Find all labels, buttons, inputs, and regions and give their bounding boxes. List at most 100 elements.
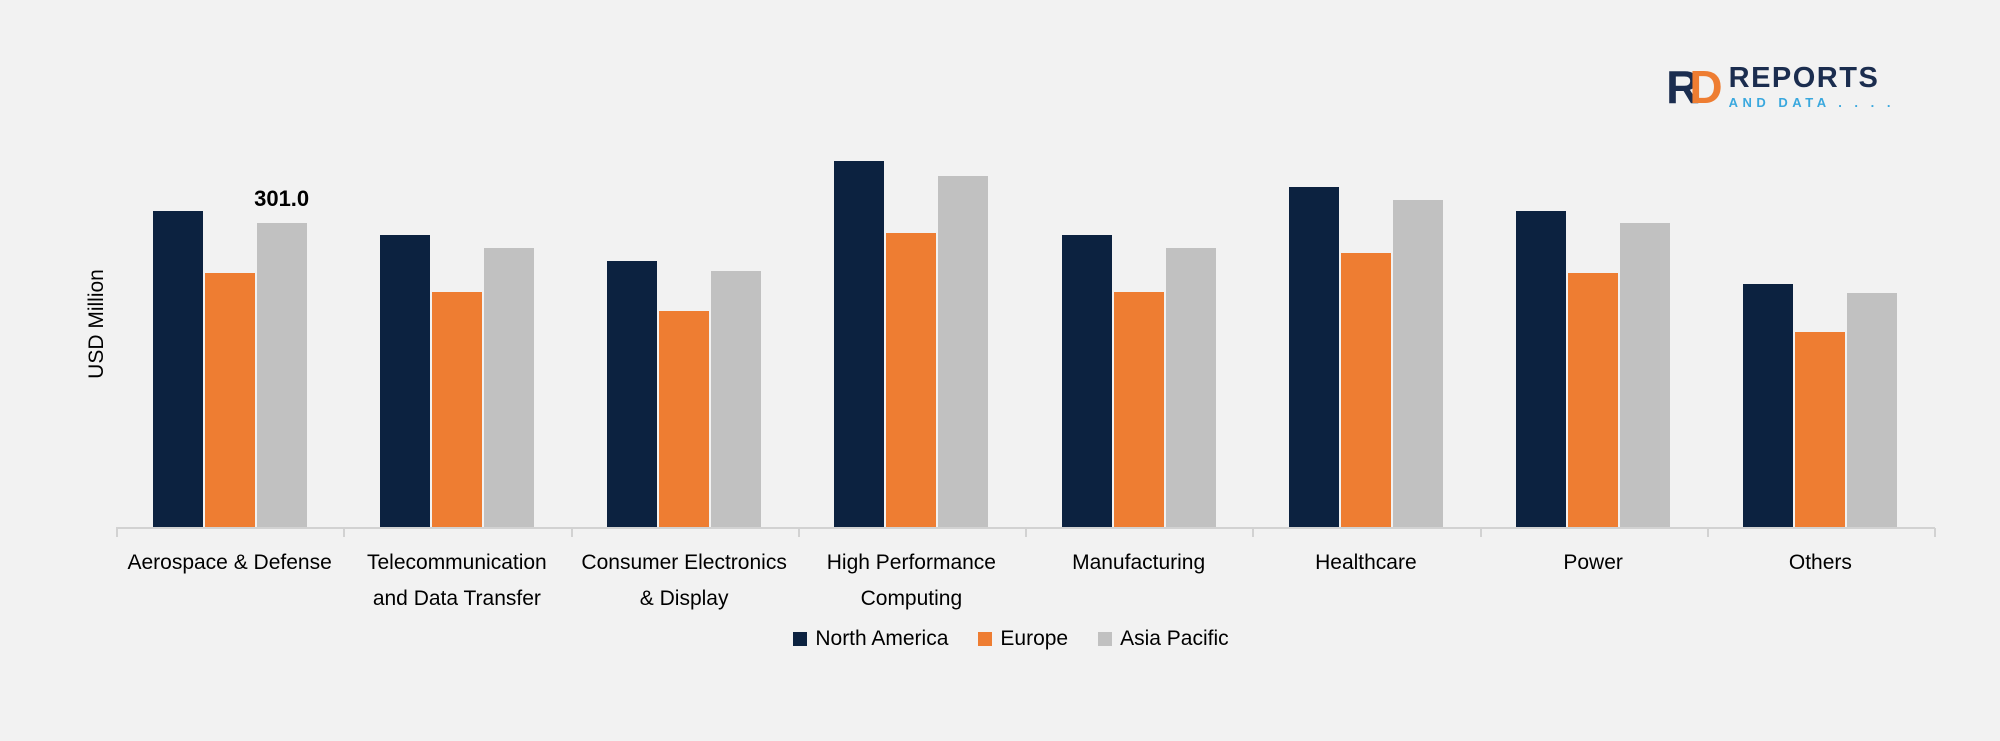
- bar-asia-pacific-telecommunication-and-data-transfer: [483, 247, 534, 528]
- category-labels: Aerospace & Defense Telecommunication and …: [116, 545, 1934, 617]
- bar-group-healthcare: [1252, 123, 1479, 528]
- bar-slot-north-america: [379, 235, 430, 528]
- bar-europe-aerospace-defense: [204, 272, 255, 528]
- bar-slot-north-america: [834, 161, 885, 528]
- bar-slot-north-america: [1743, 284, 1794, 528]
- bar-europe-telecommunication-and-data-transfer: [431, 292, 482, 528]
- legend-swatch-europe: [978, 632, 993, 646]
- bar-slot-north-america: [152, 211, 203, 528]
- legend-item-asia-pacific: Asia Pacific: [1098, 627, 1229, 651]
- category-label-telecommunication-and-data-transfer: Telecommunication and Data Transfer: [343, 545, 570, 617]
- bar-europe-power: [1568, 272, 1619, 528]
- bar-slot-europe: [204, 272, 255, 528]
- bar-slot-europe: [1568, 272, 1619, 528]
- legend-item-europe: Europe: [978, 627, 1068, 651]
- legend-label: Asia Pacific: [1120, 627, 1229, 650]
- data-label: 301.0: [254, 186, 310, 212]
- bar-slot-europe: [431, 292, 482, 528]
- bar-slot-asia-pacific: [1847, 293, 1898, 528]
- legend-swatch-north-america: [793, 632, 808, 646]
- bar-asia-pacific-high-performance-computing: [938, 175, 989, 528]
- category-label-consumer-electronics-display: Consumer Electronics & Display: [571, 545, 798, 617]
- bar-north-america-telecommunication-and-data-transfer: [379, 235, 430, 528]
- x-axis-tick: [797, 528, 800, 537]
- bar-north-america-consumer-electronics-display: [607, 260, 658, 528]
- bars-row: [571, 260, 798, 528]
- x-axis-tick: [1252, 528, 1255, 537]
- category-label-line: Telecommunication: [366, 551, 547, 574]
- bar-slot-asia-pacific: 301.0: [254, 186, 310, 528]
- category-label-line: Aerospace & Defense: [127, 551, 332, 574]
- x-axis-tick: [343, 528, 346, 537]
- category-label-line: Others: [1788, 551, 1852, 574]
- bar-north-america-others: [1743, 284, 1794, 528]
- x-axis-tick: [116, 528, 118, 537]
- bar-slot-europe: [659, 311, 710, 528]
- legend-swatch-asia-pacific: [1098, 632, 1113, 646]
- category-label-power: Power: [1480, 545, 1707, 617]
- bar-europe-manufacturing: [1113, 292, 1164, 528]
- bars-row: [1025, 235, 1252, 528]
- bar-slot-north-america: [1288, 186, 1339, 528]
- bars-row: 301.0: [116, 188, 343, 528]
- y-axis-label: USD Million: [85, 269, 108, 379]
- bar-slot-asia-pacific: [1165, 247, 1216, 528]
- bar-slot-north-america: [1061, 235, 1112, 528]
- legend-label: Europe: [1000, 627, 1069, 650]
- bar-group-aerospace-defense: 301.0: [116, 123, 343, 528]
- bar-slot-europe: [1340, 252, 1391, 528]
- category-label-line: Manufacturing: [1072, 551, 1206, 574]
- x-axis-tick: [1934, 528, 1936, 537]
- bar-slot-asia-pacific: [938, 175, 989, 528]
- bar-slot-europe: [1113, 292, 1164, 528]
- logo-text: REPORTS AND DATA . . . .: [1728, 62, 1895, 111]
- bar-europe-healthcare: [1340, 252, 1391, 528]
- category-label-aerospace-defense: Aerospace & Defense: [116, 545, 343, 617]
- category-label-line: High Performance: [826, 551, 996, 574]
- x-axis-tick: [570, 528, 573, 537]
- bar-north-america-aerospace-defense: [152, 211, 203, 528]
- bar-asia-pacific-healthcare: [1392, 199, 1443, 528]
- category-label-line: & Display: [639, 587, 729, 610]
- bars-row: [1480, 211, 1707, 528]
- legend: North America Europe Asia Pacific: [0, 627, 2000, 651]
- bar-asia-pacific-consumer-electronics-display: [711, 270, 762, 528]
- bars-row: [1707, 284, 1934, 528]
- category-label-line: Healthcare: [1315, 551, 1417, 574]
- bar-slot-asia-pacific: [1620, 223, 1671, 528]
- bar-slot-asia-pacific: [483, 247, 534, 528]
- x-axis-tick: [1706, 528, 1709, 537]
- category-label-high-performance-computing: High Performance Computing: [798, 545, 1025, 617]
- category-label-healthcare: Healthcare: [1252, 545, 1479, 617]
- bars-row: [798, 161, 1025, 528]
- bar-north-america-high-performance-computing: [834, 161, 885, 528]
- logo-monogram-r: R: [1666, 61, 1699, 113]
- category-label-line: Power: [1563, 551, 1623, 574]
- logo-subtitle: AND DATA . . . .: [1728, 95, 1895, 110]
- logo-title: REPORTS: [1728, 62, 1880, 94]
- legend-item-north-america: North America: [793, 627, 948, 651]
- bar-group-high-performance-computing: [798, 123, 1025, 528]
- bars-row: [343, 235, 570, 528]
- category-label-line: and Data Transfer: [372, 587, 541, 610]
- bar-slot-north-america: [1516, 211, 1567, 528]
- category-label-line: Consumer Electronics: [581, 551, 787, 574]
- bar-asia-pacific-others: [1847, 293, 1898, 528]
- bar-slot-asia-pacific: [1392, 199, 1443, 528]
- bar-slot-europe: [1795, 331, 1846, 528]
- bar-asia-pacific-power: [1620, 223, 1671, 528]
- bar-group-others: [1707, 123, 1934, 528]
- bar-group-telecommunication-and-data-transfer: [343, 123, 570, 528]
- category-label-line: Computing: [860, 587, 963, 610]
- logo-monogram-d: D: [1689, 61, 1723, 113]
- bar-europe-high-performance-computing: [886, 233, 937, 528]
- legend-label: North America: [815, 627, 949, 650]
- bar-north-america-healthcare: [1288, 186, 1339, 528]
- bar-asia-pacific-manufacturing: [1165, 247, 1216, 528]
- bar-slot-europe: [886, 233, 937, 528]
- bar-europe-others: [1795, 331, 1846, 528]
- bar-asia-pacific-aerospace-defense: [256, 223, 307, 528]
- bar-europe-consumer-electronics-display: [659, 311, 710, 528]
